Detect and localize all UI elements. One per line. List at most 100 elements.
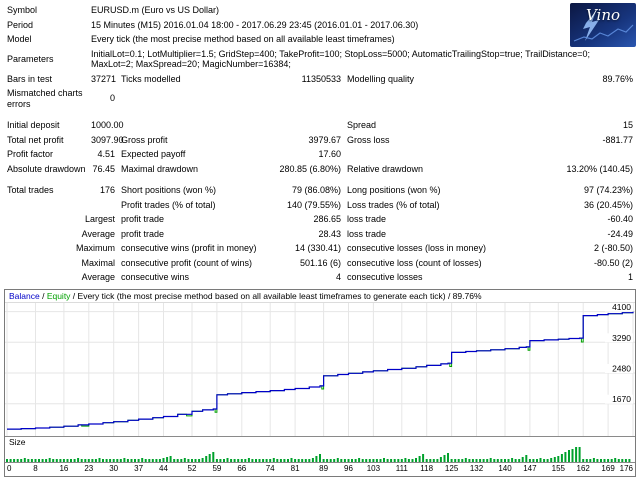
svg-text:1670: 1670 bbox=[612, 394, 631, 404]
svg-text:3290: 3290 bbox=[612, 333, 631, 343]
x-axis-tick-label: 103 bbox=[366, 464, 381, 473]
stat-label: Ticks modelled bbox=[121, 73, 181, 84]
x-axis-tick-label: 111 bbox=[395, 464, 408, 473]
stat-value: 176 bbox=[99, 185, 115, 195]
row-parameters: Parameters InitialLot=0.1; LotMultiplier… bbox=[4, 47, 636, 72]
stat-value: 79 (86.08%) bbox=[291, 185, 341, 195]
x-axis-tick-label: 176 bbox=[619, 464, 633, 473]
stat-value: EURUSD.m (Euro vs US Dollar) bbox=[91, 5, 220, 15]
row-drawdown: Absolute drawdown 76.45 Maximal drawdown… bbox=[4, 162, 636, 177]
stat-label: Model bbox=[7, 34, 32, 44]
row-avg-consecutive: Average consecutive wins 4 consecutive l… bbox=[4, 270, 636, 285]
balance-legend-label: Balance bbox=[9, 291, 40, 301]
row-bars-ticks-quality: Bars in test 37271 Ticks modelled 113505… bbox=[4, 72, 636, 87]
stat-label: Absolute drawdown bbox=[7, 163, 86, 174]
stat-value: 3979.67 bbox=[308, 134, 341, 145]
stat-value: 4.51 bbox=[97, 149, 115, 159]
svg-text:2480: 2480 bbox=[612, 364, 631, 374]
stat-value: 37271 bbox=[91, 73, 117, 84]
row-profit-loss-trades: Profit trades (% of total) 140 (79.55%) … bbox=[4, 198, 636, 213]
row-period: Period 15 Minutes (M15) 2016.01.04 18:00… bbox=[4, 18, 636, 33]
stat-label: Largest bbox=[84, 214, 115, 224]
row-symbol: Symbol EURUSD.m (Euro vs US Dollar) bbox=[4, 3, 636, 18]
stat-label: profit trade bbox=[121, 214, 165, 224]
stat-value: 28.43 bbox=[318, 228, 341, 239]
stat-label: Gross loss bbox=[347, 134, 390, 145]
stat-label: Spread bbox=[347, 120, 377, 130]
x-axis-tick-label: 66 bbox=[237, 464, 247, 473]
stat-value: 4 bbox=[335, 272, 341, 282]
stat-label: loss trade bbox=[347, 214, 387, 224]
lot-size-pane: Size bbox=[5, 436, 635, 462]
stat-value: 97 (74.23%) bbox=[584, 185, 634, 195]
vino-logo: Vino bbox=[570, 3, 636, 47]
x-axis-tick-label: 132 bbox=[469, 464, 484, 473]
stat-value: 286.65 bbox=[313, 214, 341, 224]
legend-description: Every tick (the most precise method base… bbox=[77, 291, 446, 301]
row-average-trade: Average profit trade 28.43 loss trade -2… bbox=[4, 227, 636, 242]
stat-label: consecutive losses (loss in money) bbox=[347, 243, 487, 253]
logo-background bbox=[570, 3, 636, 47]
stat-label: Short positions (won %) bbox=[121, 185, 217, 195]
stat-label: consecutive wins bbox=[121, 272, 190, 282]
stat-label: consecutive loss (count of losses) bbox=[347, 257, 482, 268]
x-axis-tick-label: 140 bbox=[498, 464, 512, 473]
stat-value: 280.85 (6.80%) bbox=[279, 163, 341, 174]
stat-label: Gross profit bbox=[121, 134, 168, 145]
row-profit-factor: Profit factor 4.51 Expected payoff 17.60 bbox=[4, 147, 636, 162]
stat-label: Average bbox=[81, 272, 115, 282]
stat-value: 14 (330.41) bbox=[294, 243, 341, 253]
stat-value: -24.49 bbox=[607, 228, 634, 239]
stat-label: consecutive profit (count of wins) bbox=[121, 257, 253, 268]
stat-value: 1 bbox=[628, 272, 634, 282]
stat-label: Expected payoff bbox=[121, 149, 186, 159]
stat-value: -60.40 bbox=[607, 214, 634, 224]
spacer-row bbox=[4, 176, 636, 183]
x-axis-tick-label: 125 bbox=[444, 464, 459, 473]
stat-value: Every tick (the most precise method base… bbox=[91, 34, 395, 44]
legend-separator: / bbox=[39, 291, 47, 301]
stat-value: 17.60 bbox=[318, 149, 341, 159]
x-axis-tick-label: 37 bbox=[134, 464, 144, 473]
x-axis-tick-label: 52 bbox=[187, 464, 197, 473]
stat-label: profit trade bbox=[121, 228, 165, 239]
vino-logo-text: Vino bbox=[585, 6, 621, 24]
x-axis-tick-label: 162 bbox=[576, 464, 590, 473]
svg-text:4100: 4100 bbox=[612, 303, 631, 312]
stat-label: Parameters bbox=[7, 53, 54, 64]
x-axis-tick-label: 147 bbox=[523, 464, 537, 473]
stat-label: Period bbox=[7, 19, 34, 30]
stat-value: 36 (20.45%) bbox=[584, 199, 634, 210]
stat-label: Profit factor bbox=[7, 149, 54, 159]
row-net-profit: Total net profit 3097.90 Gross profit 39… bbox=[4, 133, 636, 148]
size-bars-canvas bbox=[6, 447, 631, 462]
stat-value: 11350533 bbox=[301, 73, 341, 84]
x-axis-tick-label: 96 bbox=[344, 464, 353, 473]
x-axis-tick-label: 23 bbox=[84, 464, 94, 473]
stat-label: consecutive wins (profit in money) bbox=[121, 243, 257, 253]
chart-plot-area: 1670 2480 3290 4100 bbox=[5, 303, 635, 436]
x-axis-tick-label: 30 bbox=[109, 464, 119, 473]
x-axis-tick-label: 89 bbox=[319, 464, 329, 473]
stat-label: Average bbox=[81, 228, 115, 239]
stat-label: Maximum bbox=[75, 243, 115, 253]
stat-label: Loss trades (% of total) bbox=[347, 199, 440, 210]
stat-label: Initial deposit bbox=[7, 120, 60, 130]
stat-label: Maximal bbox=[81, 257, 115, 268]
row-largest: Largest profit trade 286.65 loss trade -… bbox=[4, 212, 636, 227]
stat-value: 501.16 (6) bbox=[299, 257, 341, 268]
stat-label: consecutive losses bbox=[347, 272, 423, 282]
legend-quality: 89.76% bbox=[452, 291, 482, 301]
row-deposit-spread: Initial deposit 1000.00 Spread 15 bbox=[4, 118, 636, 133]
stat-value: 3097.90 bbox=[91, 134, 124, 145]
stat-value: -881.77 bbox=[602, 134, 634, 145]
stat-value: 15 Minutes (M15) 2016.01.04 18:00 - 2017… bbox=[91, 19, 419, 30]
stat-label: Total net profit bbox=[7, 134, 64, 145]
stat-label: Profit trades (% of total) bbox=[121, 199, 216, 210]
stat-value: 1000.00 bbox=[91, 120, 124, 130]
x-axis-tick-label: 0 bbox=[7, 464, 12, 473]
stat-value: 89.76% bbox=[602, 73, 634, 84]
stat-value: 76.45 bbox=[92, 163, 115, 174]
lightning-icon bbox=[583, 11, 599, 41]
stat-value: 0 bbox=[109, 93, 115, 104]
